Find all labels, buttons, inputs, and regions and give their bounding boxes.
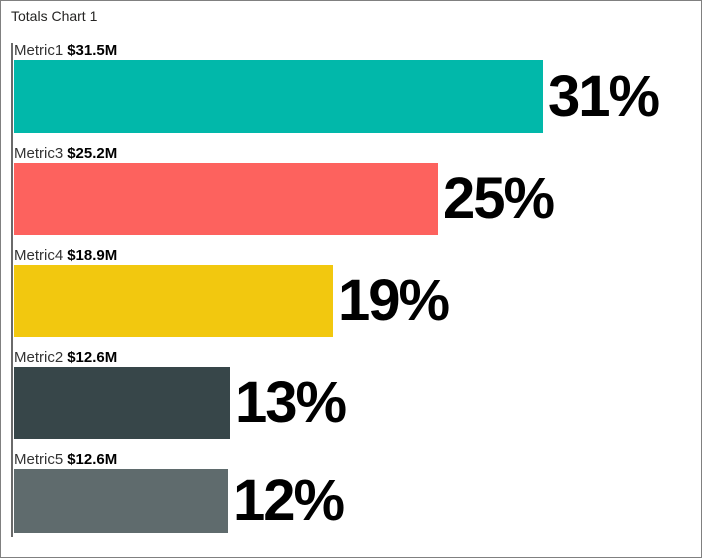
- bar-row: Metric4 $18.9M 19%: [14, 248, 695, 337]
- bar-row: Metric5 $12.6M 12%: [14, 452, 695, 533]
- bar-label: Metric5 $12.6M: [14, 452, 695, 468]
- bar-metric2[interactable]: [14, 367, 230, 439]
- percent-label: 25%: [443, 166, 555, 231]
- metric-value: $12.6M: [67, 451, 118, 468]
- bar-line: 19%: [14, 265, 695, 337]
- bar-line: 13%: [14, 367, 695, 439]
- bar-metric1[interactable]: [14, 60, 543, 133]
- metric-value: $12.6M: [67, 349, 118, 366]
- bar-label: Metric4 $18.9M: [14, 248, 695, 264]
- metric-value: $31.5M: [67, 42, 118, 59]
- bar-line: 12%: [14, 469, 695, 533]
- metric-name: Metric4: [14, 247, 64, 264]
- bar-line: 31%: [14, 60, 695, 133]
- percent-label: 31%: [548, 63, 660, 129]
- percent-label: 12%: [233, 468, 345, 533]
- bar-label: Metric2 $12.6M: [14, 350, 695, 366]
- metric-value: $18.9M: [67, 247, 118, 264]
- bar-row: Metric1 $31.5M 31%: [14, 43, 695, 133]
- percent-label: 19%: [338, 268, 450, 333]
- bar-row: Metric3 $25.2M 25%: [14, 146, 695, 235]
- percent-label: 13%: [235, 370, 347, 435]
- bar-line: 25%: [14, 163, 695, 235]
- bar-metric3[interactable]: [14, 163, 438, 235]
- plot-area: Metric1 $31.5M 31% Metric3 $25.2M 25% Metr…: [11, 43, 695, 537]
- metric-name: Metric5: [14, 451, 64, 468]
- bar-row: Metric2 $12.6M 13%: [14, 350, 695, 439]
- bar-label: Metric1 $31.5M: [14, 43, 695, 59]
- metric-name: Metric1: [14, 42, 64, 59]
- chart-title: Totals Chart 1: [11, 8, 98, 24]
- metric-value: $25.2M: [67, 145, 118, 162]
- metric-name: Metric2: [14, 349, 64, 366]
- bar-label: Metric3 $25.2M: [14, 146, 695, 162]
- bar-metric4[interactable]: [14, 265, 333, 337]
- metric-name: Metric3: [14, 145, 64, 162]
- bar-metric5[interactable]: [14, 469, 228, 533]
